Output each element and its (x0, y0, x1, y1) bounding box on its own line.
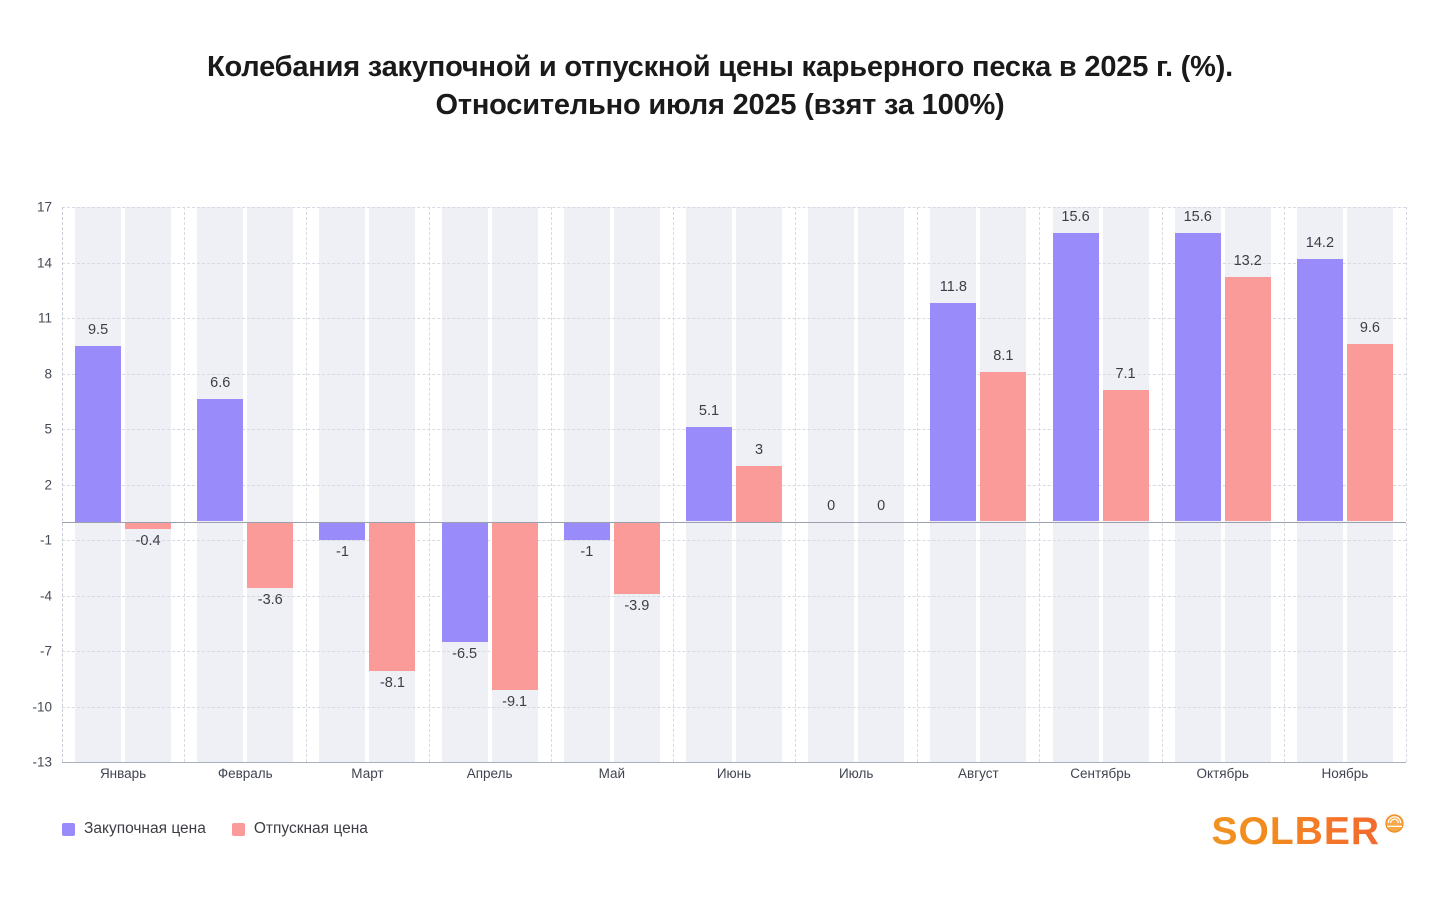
gridline (62, 540, 1406, 541)
solber-logo: SOLBER (1211, 812, 1404, 851)
bar-value-label: -3.6 (257, 592, 283, 609)
y-axis-tick-label: -4 (39, 588, 52, 603)
title-line-2: Относительно июля 2025 (взят за 100%) (435, 89, 1005, 122)
bar-purchase-price[interactable] (319, 521, 366, 540)
bar-value-label: -0.4 (135, 532, 161, 549)
gridline (62, 484, 1406, 486)
y-axis-tick-label: 11 (37, 310, 52, 326)
x-axis-tick-label: Март (351, 766, 384, 781)
bar-purchase-price[interactable] (1052, 232, 1099, 522)
y-axis-tick-label: 8 (44, 366, 52, 381)
y-axis-line (62, 207, 63, 762)
legend-item[interactable]: Закупочная цена (62, 820, 206, 838)
bar-selling-price[interactable] (613, 521, 660, 594)
y-axis-tick-label: 2 (44, 477, 52, 492)
bar-selling-price[interactable] (1346, 343, 1393, 522)
gridline (62, 762, 1406, 763)
x-axis-tick-label: Июнь (716, 766, 752, 781)
logo-wordmark: SOLBER (1211, 810, 1380, 853)
y-axis-tick-label: -10 (32, 699, 52, 714)
bar-purchase-price[interactable] (1174, 232, 1221, 522)
gridline (62, 429, 1406, 430)
bar-purchase-price[interactable] (441, 521, 488, 642)
y-axis-tick-label: 14 (36, 255, 52, 270)
page-title: Колебания закупочной и отпускной цены ка… (0, 48, 1440, 125)
zero-baseline (62, 521, 1406, 523)
bar-value-label: 5.1 (698, 403, 720, 420)
bar-value-label: 13.2 (1233, 253, 1262, 270)
bar-selling-price[interactable] (491, 521, 538, 690)
gridline (62, 262, 1406, 264)
bar-purchase-price[interactable] (686, 427, 732, 522)
gridline (62, 373, 1406, 375)
bar-selling-price[interactable] (1102, 390, 1149, 522)
legend-swatch-icon (231, 822, 245, 836)
bar-value-label: -3.9 (624, 597, 650, 614)
bar-value-label: 0 (827, 497, 836, 514)
solber-sun-emblem-icon (1385, 814, 1404, 833)
bar-purchase-price[interactable] (563, 521, 610, 540)
bar-selling-price[interactable] (980, 371, 1027, 522)
gridline (62, 651, 1406, 652)
bar-value-label: -8.1 (379, 675, 405, 692)
legend-item[interactable]: Отпускная цена (231, 820, 368, 838)
bar-value-label: 14.2 (1305, 234, 1335, 251)
x-axis-tick-label: Август (958, 766, 999, 781)
bar-value-label: 3 (754, 442, 764, 458)
title-line-1: Колебания закупочной и отпускной цены ка… (206, 51, 1234, 83)
gridline (62, 318, 1406, 319)
bar-value-label: -6.5 (452, 645, 478, 662)
bar-value-label: 15.6 (1061, 208, 1090, 225)
bar-selling-price[interactable] (125, 521, 172, 529)
bar-selling-price[interactable] (369, 521, 416, 672)
bar-value-label: -1 (336, 544, 349, 560)
bar-purchase-price[interactable] (75, 345, 122, 522)
y-axis-tick-label: -7 (39, 643, 52, 659)
bar-value-label: 0 (877, 497, 886, 514)
y-axis-tick-label: 17 (36, 199, 52, 215)
bar-selling-price[interactable] (247, 521, 294, 589)
bar-value-label: 9.6 (1359, 319, 1380, 336)
bar-value-label: 7.1 (1115, 366, 1136, 383)
legend-item-label: Закупочная цена (84, 820, 206, 837)
bar-value-label: -1 (580, 544, 594, 560)
bar-value-label: 6.6 (210, 375, 231, 392)
category-separator (1406, 207, 1407, 762)
x-axis-tick-label: Ноябрь (1321, 766, 1369, 781)
x-axis-tick-label: Январь (99, 766, 147, 781)
legend-item-label: Отпускная цена (253, 820, 368, 837)
gridline (62, 595, 1406, 597)
y-axis-tick-label: -13 (32, 754, 52, 770)
bar-purchase-price[interactable] (197, 399, 244, 522)
bar-value-label: 11.8 (939, 279, 967, 296)
bar-selling-price[interactable] (1224, 277, 1271, 522)
bar-value-label: 15.6 (1183, 208, 1212, 225)
x-axis-tick-label: Февраль (217, 766, 273, 781)
plot-area: 9.5 6.6 -1 -6.5 -1 5.1 0 11.8 15.6 15.6 14.2 -0.4 -3… (62, 207, 1407, 763)
bar-value-label: -9.1 (502, 693, 528, 710)
bar-value-label: 9.5 (87, 321, 109, 338)
bar-purchase-price[interactable] (930, 303, 977, 522)
bar-purchase-price[interactable] (1296, 258, 1343, 522)
x-axis-tick-label: Май (598, 766, 626, 781)
bar-selling-price[interactable] (736, 466, 782, 522)
y-axis-tick-label: 5 (44, 421, 52, 437)
y-axis-labels: 17 14 11 8 5 2 -1 -4 -7 -10 -13 (0, 200, 52, 770)
legend-swatch-icon (62, 822, 75, 836)
gridline (62, 706, 1406, 708)
x-axis-tick-label: Апрель (466, 766, 513, 781)
x-axis-tick-label: Сентябрь (1070, 766, 1131, 781)
gridline (62, 207, 1406, 208)
chart-legend: Закупочная цена Отпускная цена (62, 820, 368, 838)
x-axis-tick-label: Июль (838, 766, 874, 781)
y-axis-tick-label: -1 (39, 532, 52, 548)
x-axis-tick-label: Октябрь (1196, 766, 1249, 781)
x-axis-labels: Январь Февраль Март Апрель Май Июнь Июль Август… (62, 766, 1406, 796)
bar-value-label: 8.1 (993, 347, 1014, 364)
